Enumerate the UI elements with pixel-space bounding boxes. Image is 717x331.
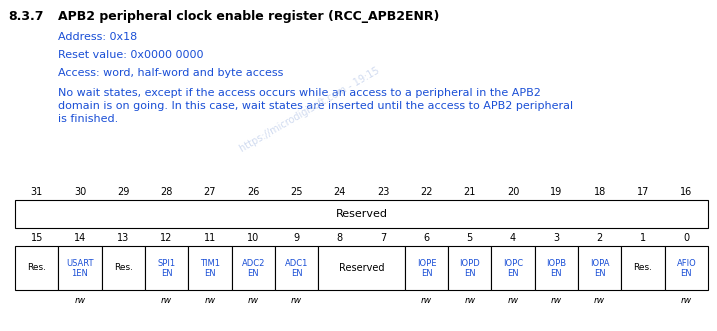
Text: 1EN: 1EN [72,268,88,277]
Text: 28: 28 [161,187,173,197]
Text: rw: rw [464,296,475,305]
Text: EN: EN [551,268,562,277]
Text: 6: 6 [424,233,429,243]
Text: rw: rw [204,296,216,305]
Text: 14: 14 [74,233,86,243]
Text: rw: rw [291,296,302,305]
Text: IOPD: IOPD [460,259,480,267]
Text: TIM1: TIM1 [200,259,220,267]
Text: USART: USART [66,259,94,267]
Text: 10: 10 [247,233,260,243]
Bar [665,246,708,290]
Text: 31: 31 [31,187,43,197]
Text: is finished.: is finished. [58,114,118,124]
Text: rw: rw [75,296,85,305]
Text: EN: EN [290,268,303,277]
Text: 30: 30 [74,187,86,197]
Text: Reset value: 0x0000 0000: Reset value: 0x0000 0000 [58,50,204,60]
Text: IOPB: IOPB [546,259,566,267]
Text: ADC1: ADC1 [285,259,308,267]
Text: EN: EN [421,268,432,277]
Text: https://microdigisoft.com - 19:15: https://microdigisoft.com - 19:15 [238,66,381,154]
Text: 4: 4 [510,233,516,243]
Text: 3: 3 [554,233,559,243]
Text: 0: 0 [683,233,690,243]
Text: 27: 27 [204,187,216,197]
Text: 25: 25 [290,187,303,197]
Text: EN: EN [247,268,259,277]
Bar [448,246,491,290]
Bar [622,246,665,290]
Bar [232,246,275,290]
Bar [145,246,189,290]
Text: IOPA: IOPA [590,259,609,267]
Bar [15,246,58,290]
Text: rw: rw [247,296,259,305]
Text: EN: EN [680,268,692,277]
Text: EN: EN [204,268,216,277]
Text: 21: 21 [464,187,476,197]
Text: EN: EN [464,268,475,277]
Text: Res.: Res. [27,263,46,272]
Text: 1: 1 [640,233,646,243]
Text: 24: 24 [333,187,346,197]
Text: rw: rw [594,296,605,305]
Text: EN: EN [508,268,519,277]
Text: 9: 9 [293,233,300,243]
Bar [535,246,578,290]
Bar [405,246,448,290]
Text: EN: EN [594,268,606,277]
Text: rw: rw [551,296,562,305]
Text: Reserved: Reserved [336,209,387,219]
Bar [189,246,232,290]
Text: Res.: Res. [114,263,133,272]
Text: 7: 7 [380,233,386,243]
Text: domain is on going. In this case, wait states are inserted until the access to A: domain is on going. In this case, wait s… [58,101,573,111]
Bar [578,246,622,290]
Text: AFIO: AFIO [676,259,696,267]
Text: ADC2: ADC2 [242,259,265,267]
Bar [58,246,102,290]
Text: rw: rw [421,296,432,305]
Text: 2: 2 [597,233,603,243]
Text: 8.3.7: 8.3.7 [8,10,44,23]
Text: 15: 15 [30,233,43,243]
Text: 12: 12 [161,233,173,243]
Text: 5: 5 [467,233,473,243]
Text: Access: word, half-word and byte access: Access: word, half-word and byte access [58,68,283,78]
Text: 8: 8 [337,233,343,243]
Text: EN: EN [161,268,172,277]
Bar [491,246,535,290]
Text: Reserved: Reserved [338,263,384,273]
Bar [15,200,708,228]
Text: Res.: Res. [634,263,652,272]
Text: 23: 23 [377,187,389,197]
Text: SPI1: SPI1 [158,259,176,267]
Text: IOPE: IOPE [417,259,436,267]
Text: 16: 16 [680,187,693,197]
Text: 26: 26 [247,187,260,197]
Bar [318,246,405,290]
Bar [275,246,318,290]
Text: rw: rw [508,296,518,305]
Text: No wait states, except if the access occurs while an access to a peripheral in t: No wait states, except if the access occ… [58,88,541,98]
Bar [102,246,145,290]
Text: 22: 22 [420,187,433,197]
Text: 20: 20 [507,187,519,197]
Text: 18: 18 [594,187,606,197]
Text: 11: 11 [204,233,216,243]
Text: 17: 17 [637,187,649,197]
Text: 19: 19 [550,187,563,197]
Text: rw: rw [680,296,692,305]
Text: APB2 peripheral clock enable register (RCC_APB2ENR): APB2 peripheral clock enable register (R… [58,10,440,23]
Text: IOPC: IOPC [503,259,523,267]
Text: 13: 13 [117,233,129,243]
Text: Address: 0x18: Address: 0x18 [58,32,137,42]
Text: 29: 29 [117,187,130,197]
Text: rw: rw [161,296,172,305]
